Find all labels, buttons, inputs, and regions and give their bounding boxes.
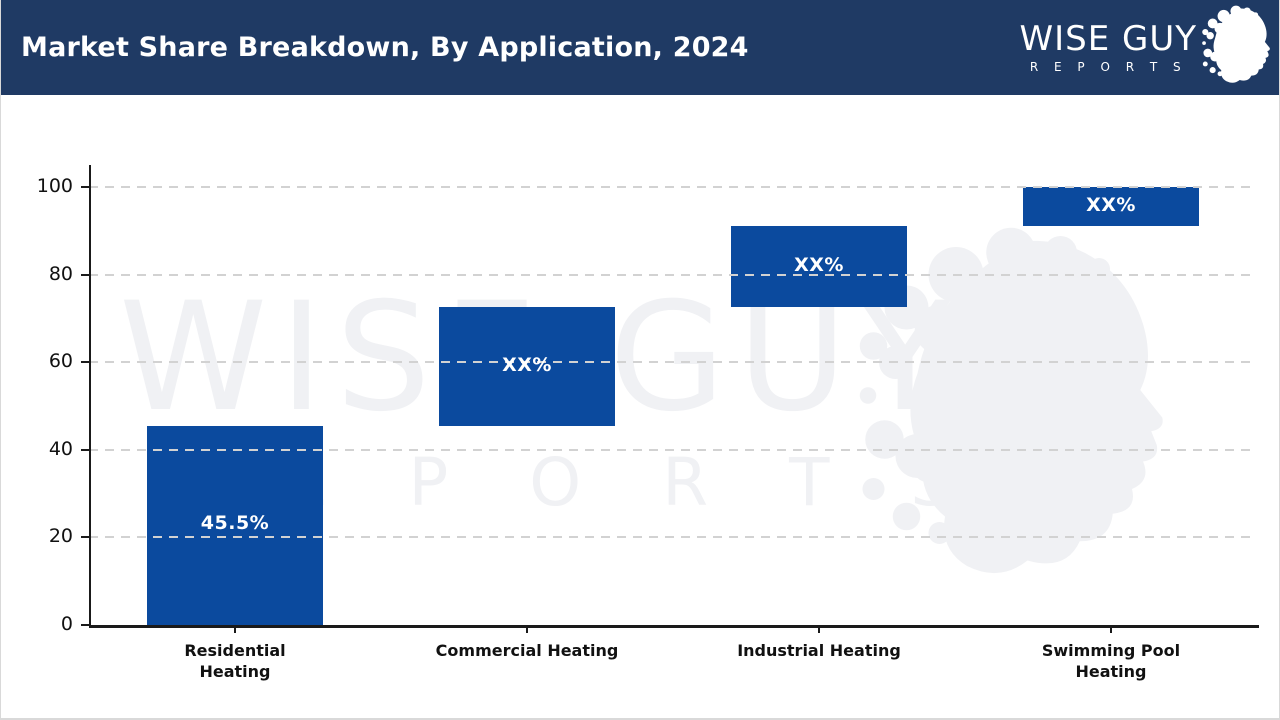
logo-text: WISE GUY R E P O R T S	[1019, 21, 1197, 75]
y-axis-tick	[81, 361, 89, 364]
bar-segment	[1023, 187, 1199, 227]
bar-value-label: XX%	[1086, 193, 1136, 216]
bar-segment	[731, 226, 907, 308]
x-axis-label: Residential Heating	[85, 640, 385, 682]
x-axis-label: Swimming Pool Heating	[961, 640, 1261, 682]
y-axis-tick-label: 100	[36, 175, 73, 197]
x-axis-tick	[526, 625, 528, 633]
x-axis-label-line: Commercial Heating	[435, 641, 619, 660]
y-axis-tick	[81, 273, 89, 276]
bar-segment	[439, 307, 615, 426]
logo-dot-head-icon	[1202, 5, 1270, 83]
y-axis-tick	[81, 536, 89, 539]
gridline	[89, 273, 1257, 276]
bar-value-label: XX%	[794, 253, 844, 276]
y-axis-line	[89, 165, 91, 625]
y-axis-tick-label: 40	[48, 437, 73, 460]
y-axis-tick-label: 80	[48, 262, 73, 285]
y-axis-tick	[81, 186, 89, 188]
x-axis-label-line: Residential	[184, 641, 286, 660]
x-axis-tick	[234, 625, 236, 633]
gridline	[89, 186, 1257, 188]
y-axis-tick-label: 60	[48, 350, 73, 373]
x-axis-line	[89, 625, 1259, 628]
x-axis-label-line: Heating	[199, 662, 271, 681]
header-bar: Market Share Breakdown, By Application, …	[1, 0, 1279, 95]
x-axis-label-line: Swimming Pool	[1041, 641, 1181, 660]
x-axis-tick	[818, 625, 820, 633]
y-axis-tick	[81, 624, 89, 626]
x-axis-label-line: Industrial Heating	[737, 641, 901, 660]
x-axis-label-line: Heating	[1075, 662, 1147, 681]
y-axis-tick-label: 0	[60, 613, 73, 635]
gridline	[89, 448, 1257, 451]
gridline	[89, 361, 1257, 364]
x-axis-label: Industrial Heating	[669, 640, 969, 661]
gridline	[89, 536, 1257, 539]
chart-title: Market Share Breakdown, By Application, …	[21, 32, 749, 63]
bar-segment	[147, 425, 323, 625]
bar-value-label: 45.5%	[200, 512, 270, 535]
logo-wordmark: WISE GUY	[1019, 19, 1197, 59]
x-axis-label: Commercial Heating	[377, 640, 677, 661]
x-axis-tick	[1110, 625, 1112, 633]
logo-subtitle: R E P O R T S	[1029, 60, 1187, 74]
y-axis-tick	[81, 448, 89, 451]
bar-value-label: XX%	[502, 353, 552, 376]
brand-logo: WISE GUY R E P O R T S	[1019, 4, 1273, 92]
y-axis-tick-label: 20	[48, 525, 73, 548]
